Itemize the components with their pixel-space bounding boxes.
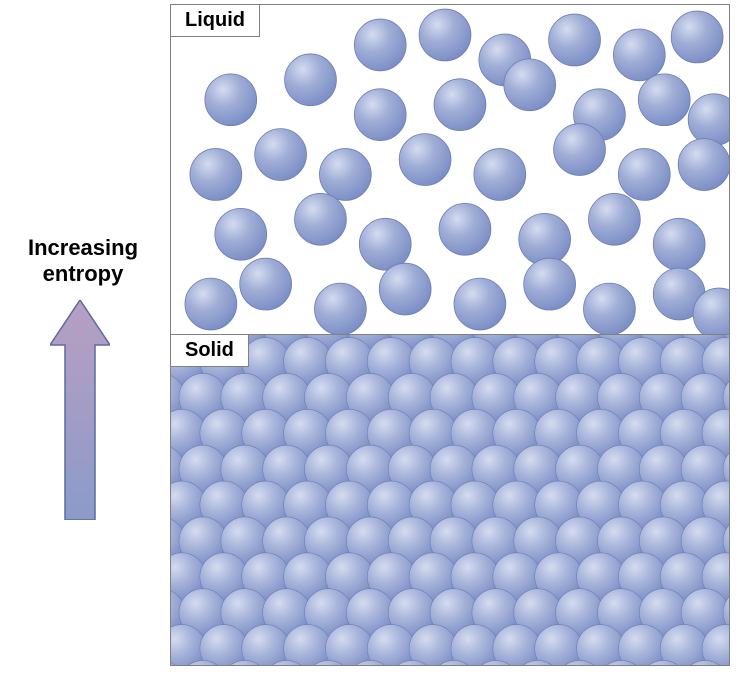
liquid-particles [171, 5, 729, 334]
states-panel: Liquid Solid [170, 4, 730, 666]
liquid-panel: Liquid [171, 5, 729, 335]
axis-label-line1: Increasing [8, 235, 158, 261]
entropy-arrow [50, 300, 110, 520]
liquid-label: Liquid [171, 5, 260, 37]
diagram-container: Increasing entropy [0, 0, 744, 674]
solid-panel: Solid [171, 335, 729, 665]
solid-label: Solid [171, 335, 249, 367]
axis-label: Increasing entropy [8, 235, 158, 288]
solid-particles [171, 335, 729, 665]
axis-label-line2: entropy [8, 261, 158, 287]
